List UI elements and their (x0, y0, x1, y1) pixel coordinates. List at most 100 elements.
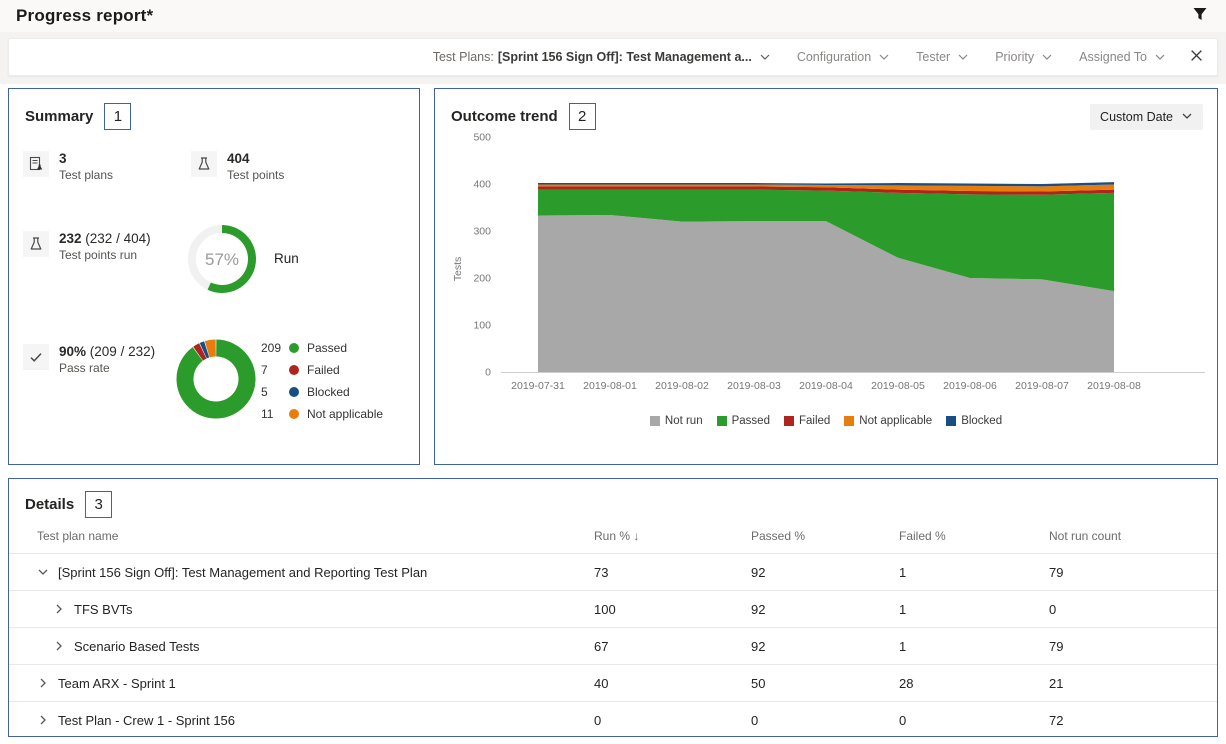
chevron-expand-icon[interactable] (37, 714, 49, 726)
svg-text:2019-08-07: 2019-08-07 (1015, 380, 1069, 392)
not-run-swatch-icon (649, 416, 660, 426)
details-table: Test plan name Run % ↓ Passed % Failed %… (9, 523, 1217, 738)
dropdown-label: Assigned To (1079, 50, 1147, 64)
test-plans-filter-value[interactable]: [Sprint 156 Sign Off]: Test Management a… (497, 50, 752, 64)
legend-item-failed: Failed (783, 415, 830, 427)
legend-item-failed: 7 Failed (261, 363, 383, 377)
filter-dropdown-tester[interactable]: Tester (916, 50, 969, 64)
outcome-donut-chart (176, 339, 256, 419)
filter-dropdown-configuration[interactable]: Configuration (797, 50, 890, 64)
filter-bar: Test Plans: [Sprint 156 Sign Off]: Test … (8, 38, 1218, 76)
passed-percent-value: 50 (751, 675, 766, 691)
svg-text:Tests: Tests (452, 257, 464, 282)
not-applicable-dot-icon (289, 409, 299, 419)
legend-label: Not applicable (307, 407, 384, 421)
filter-toggle-button[interactable] (1190, 6, 1210, 26)
beaker-icon (191, 151, 217, 177)
filter-funnel-icon (1192, 6, 1208, 27)
summary-card: Summary 1 3 Test plans 404 Test points (8, 88, 420, 465)
pass-rate-ratio: (209 / 232) (89, 344, 156, 359)
outcome-trend-card: Outcome trend 2 Custom Date 0 100 200 300 40… (434, 88, 1218, 465)
stat-test-points-run: 232 (232 / 404) Test points run (23, 231, 151, 262)
svg-text:100: 100 (473, 320, 491, 332)
passed-dot-icon (289, 343, 299, 353)
test-plans-label: Test plans (59, 168, 114, 182)
col-test-plan-name[interactable]: Test plan name (37, 529, 119, 543)
failed-dot-icon (289, 365, 299, 375)
chevron-down-icon (1181, 110, 1193, 125)
details-title: Details (25, 496, 75, 513)
callout-2: 2 (568, 103, 596, 130)
pass-rate-percent: 90% (59, 344, 87, 359)
failed-percent-value: 28 (899, 675, 914, 691)
col-passed-percent[interactable]: Passed % (751, 529, 806, 543)
passed-percent-value: 92 (751, 601, 766, 617)
svg-text:2019-08-06: 2019-08-06 (943, 380, 997, 392)
table-header-row: Test plan name Run % ↓ Passed % Failed %… (9, 523, 1217, 553)
svg-text:2019-08-02: 2019-08-02 (655, 380, 709, 392)
legend-item-not-applicable: 11 Not applicable (261, 407, 383, 421)
legend-value: 5 (261, 385, 268, 399)
svg-text:2019-08-04: 2019-08-04 (799, 380, 853, 392)
table-row[interactable]: TFS BVTs 100 92 1 0 (9, 590, 1217, 627)
pass-rate-label: Pass rate (59, 361, 110, 375)
legend-label: Passed (307, 341, 348, 355)
table-row[interactable]: Scenario Based Tests 67 92 1 79 (9, 627, 1217, 664)
table-row[interactable]: Test Plan - Crew 1 - Sprint 156 0 0 0 72 (9, 701, 1217, 738)
svg-text:2019-08-08: 2019-08-08 (1087, 380, 1141, 392)
filter-dropdown-assigned-to[interactable]: Assigned To (1079, 50, 1166, 64)
svg-text:2019-08-05: 2019-08-05 (871, 380, 925, 392)
chevron-expand-icon[interactable] (37, 677, 49, 689)
legend-label: Failed (307, 363, 340, 377)
custom-date-button[interactable]: Custom Date (1090, 104, 1203, 130)
legend-item-blocked: Blocked (946, 415, 1002, 427)
chevron-down-icon (957, 51, 969, 63)
test-plan-name: [Sprint 156 Sign Off]: Test Management a… (58, 564, 428, 580)
failed-percent-value: 1 (899, 638, 907, 654)
dropdown-label: Priority (995, 50, 1035, 64)
run-percent-value: 67 (594, 638, 609, 654)
not-run-count-value: 79 (1049, 638, 1064, 654)
test-plan-name: TFS BVTs (74, 601, 133, 617)
legend-item-passed: 209 Passed (261, 341, 383, 355)
chevron-expand-icon[interactable] (53, 603, 65, 615)
test-plans-filter-label: Test Plans: (432, 50, 494, 64)
svg-text:2019-08-01: 2019-08-01 (583, 380, 637, 392)
table-row[interactable]: Team ARX - Sprint 1 40 50 28 21 (9, 664, 1217, 701)
legend-item-blocked: 5 Blocked (261, 385, 383, 399)
summary-title: Summary (25, 108, 94, 125)
callout-3: 3 (85, 491, 113, 518)
svg-text:200: 200 (473, 273, 491, 285)
filter-dropdown-priority[interactable]: Priority (995, 50, 1053, 64)
svg-text:0: 0 (485, 367, 491, 379)
passed-percent-value: 0 (751, 712, 759, 728)
failed-swatch-icon (783, 416, 794, 426)
legend-value: 209 (261, 341, 282, 355)
legend-item-not-run: Not run (649, 415, 703, 427)
run-percentage-donut: 57% (188, 225, 256, 293)
chevron-down-icon[interactable] (759, 51, 771, 63)
table-row[interactable]: [Sprint 156 Sign Off]: Test Management a… (9, 553, 1217, 590)
test-plans-count: 3 (59, 151, 67, 166)
beaker-icon (23, 231, 49, 257)
svg-text:2019-07-31: 2019-07-31 (511, 380, 565, 392)
clear-filters-button[interactable] (1190, 49, 1203, 65)
not-applicable-swatch-icon (844, 416, 855, 426)
svg-text:400: 400 (473, 179, 491, 191)
dropdown-label: Configuration (796, 50, 872, 64)
chevron-expand-icon[interactable] (53, 640, 65, 652)
chevron-expand-icon[interactable] (37, 566, 49, 578)
not-run-count-value: 72 (1049, 712, 1064, 728)
outcome-donut-legend: 209 Passed 7 Failed 5 Blocked 11 Not app… (261, 341, 383, 421)
not-run-count-value: 0 (1049, 601, 1057, 617)
filter-strip: Test Plans: [Sprint 156 Sign Off]: Test … (0, 32, 1226, 84)
chevron-down-icon (1154, 51, 1166, 63)
run-percent-text: 57% (205, 250, 239, 269)
col-not-run-count[interactable]: Not run count (1049, 529, 1122, 543)
not-run-count-value: 79 (1049, 564, 1064, 580)
legend-item-passed: Passed (716, 415, 770, 427)
outcome-trend-area-chart: 0 100 200 300 400 500 2019-07-31 2019-08-01 2019… (452, 132, 1205, 392)
col-failed-percent[interactable]: Failed % (899, 529, 946, 543)
col-run-percent[interactable]: Run % ↓ (594, 529, 640, 543)
